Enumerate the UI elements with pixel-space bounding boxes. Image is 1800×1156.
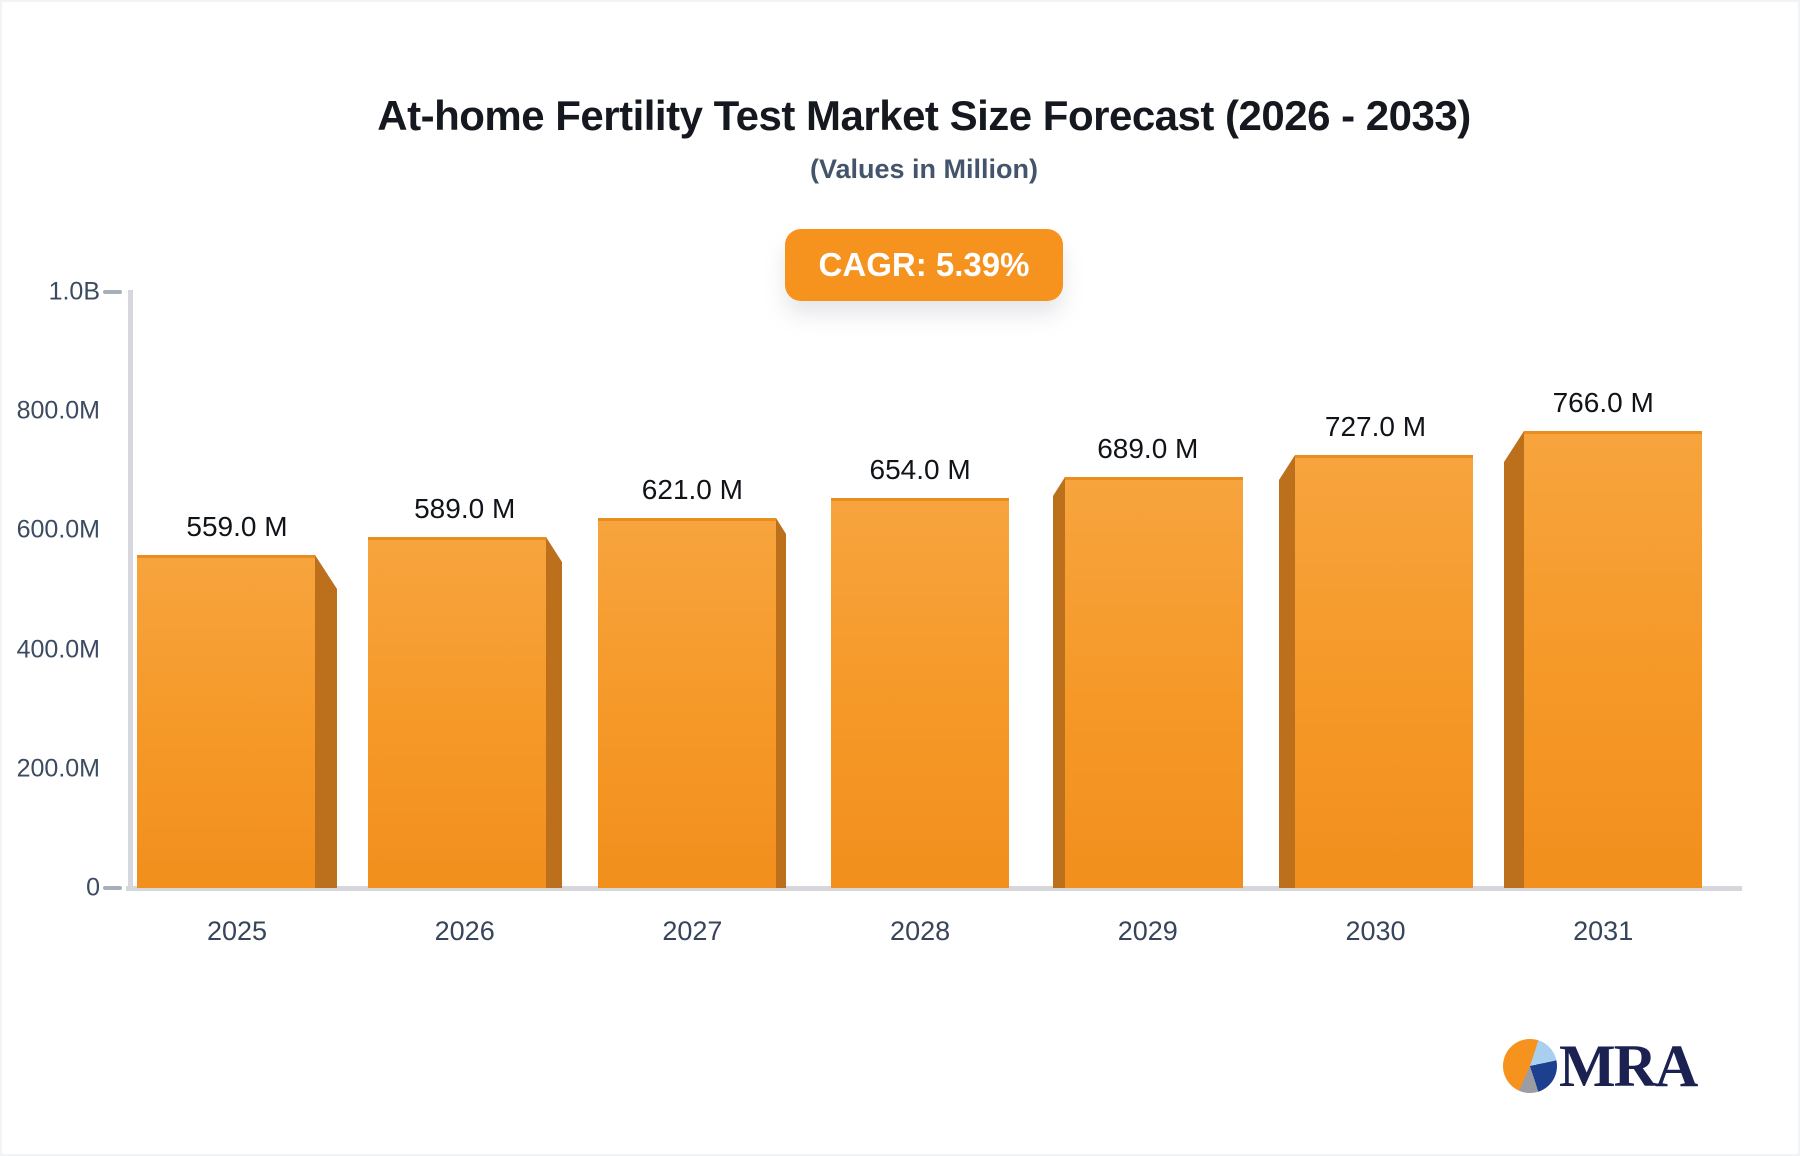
y-axis-line — [128, 290, 133, 891]
pie-chart-logo-icon — [1503, 1039, 1557, 1093]
bar-value-label: 589.0 M — [414, 493, 516, 524]
x-axis-category-label: 2028 — [890, 916, 951, 946]
x-axis-category-label: 2030 — [1345, 916, 1406, 946]
bar-side-2031 — [1504, 431, 1524, 888]
y-axis-tick-label: 200.0M — [16, 754, 100, 783]
bar-side-2029 — [1053, 477, 1065, 888]
bar-value-label: 727.0 M — [1324, 411, 1427, 442]
chart-title: At-home Fertility Test Market Size Forec… — [377, 92, 1471, 139]
bar-side-2027 — [776, 518, 786, 888]
x-axis-category-label: 2031 — [1573, 916, 1634, 946]
y-axis-tick-mark — [103, 290, 122, 294]
bar-2027[interactable] — [598, 518, 776, 888]
bar-side-2025 — [315, 555, 337, 888]
bar-2028[interactable] — [831, 498, 1009, 888]
bar-side-2026 — [546, 537, 562, 888]
bar-2029[interactable] — [1065, 477, 1243, 888]
y-axis-tick-label: 400.0M — [16, 635, 100, 664]
bar-2026[interactable] — [368, 537, 546, 888]
bar-value-label: 766.0 M — [1552, 387, 1654, 418]
bar-value-label: 654.0 M — [869, 454, 971, 485]
x-axis-baseline — [126, 886, 1742, 891]
y-axis-tick-mark — [103, 886, 122, 890]
bar-2025[interactable] — [137, 555, 315, 888]
y-axis-tick-label: 0 — [86, 873, 100, 902]
y-axis-tick-label: 1.0B — [48, 277, 100, 306]
x-axis-category-label: 2027 — [662, 916, 723, 946]
bar-value-label: 559.0 M — [186, 511, 288, 542]
mra-logo: MRA — [1503, 1033, 1698, 1099]
y-axis-tick-label: 600.0M — [16, 515, 100, 544]
bar-side-2030 — [1279, 455, 1295, 888]
cagr-badge: CAGR: 5.39% — [784, 229, 1064, 301]
bar-value-label: 689.0 M — [1097, 433, 1199, 464]
x-axis-category-label: 2029 — [1117, 916, 1178, 946]
chart-subtitle: (Values in Million) — [809, 154, 1039, 184]
bar-2030[interactable] — [1295, 455, 1473, 888]
y-axis-tick-label: 800.0M — [16, 396, 100, 425]
x-axis-category-label: 2025 — [206, 916, 268, 946]
x-axis-category-label: 2026 — [434, 916, 495, 946]
chart-header: At-home Fertility Test Market Size Forec… — [24, 0, 1800, 301]
bar-2031[interactable] — [1524, 431, 1702, 888]
bar-value-label: 621.0 M — [641, 474, 743, 505]
mra-logo-text: MRA — [1559, 1033, 1698, 1099]
